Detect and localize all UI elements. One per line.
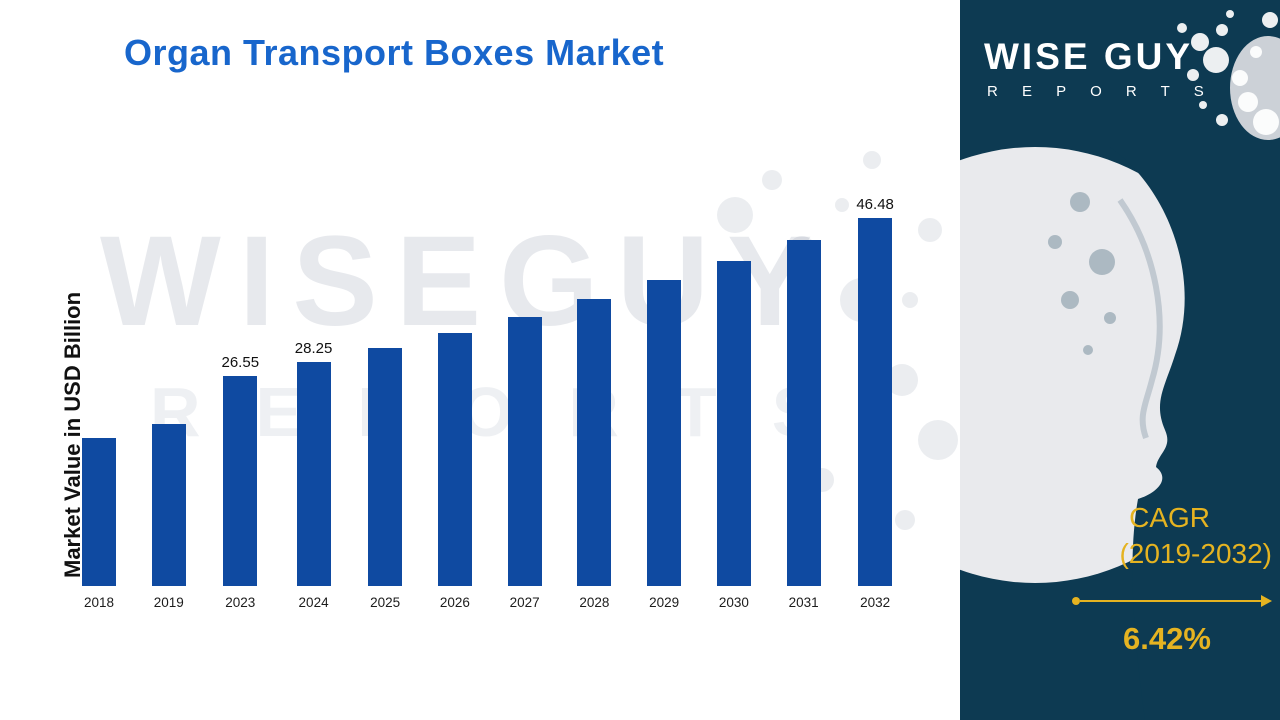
watermark-text-wiseguy: WISEGUY (100, 210, 831, 353)
x-axis-label: 2031 (788, 595, 819, 610)
bar (647, 280, 682, 586)
cagr-value: 6.42% (1123, 620, 1211, 656)
arrow-head-icon (1261, 594, 1272, 607)
cagr-arrow (1072, 594, 1272, 607)
x-axis-label: 2019 (153, 595, 184, 610)
cagr-label: CAGR (1129, 502, 1210, 533)
bar-group: 2031 (786, 240, 821, 610)
bar-value-label: 28.25 (294, 340, 333, 357)
bar (82, 438, 116, 586)
x-axis-label: 2030 (718, 595, 749, 610)
bar-group: 28.25 2024 (295, 340, 333, 610)
logo-subtitle: R E P O R T S (987, 83, 1214, 100)
x-axis-label: 2025 (370, 595, 401, 610)
cagr-block: CAGR (2019-2032) 6.42% (1062, 500, 1272, 657)
x-axis-label: 2023 (225, 595, 256, 610)
brand-sidebar: WISE GUY R E P O R T S CAGR (2019-2032) … (960, 0, 1280, 720)
sidebar-decoration (960, 10, 1280, 720)
x-axis-label: 2018 (83, 595, 115, 610)
bar (223, 376, 258, 586)
logo-wordmark: WISE GUY (984, 36, 1194, 77)
arrow-start-dot (1072, 596, 1080, 605)
bar (437, 333, 472, 586)
bar (368, 348, 403, 586)
bar-chart: 2018 2019 26.55 2023 28.25 2024 2025 2026 2027 20… (82, 185, 894, 610)
x-axis-label: 2032 (860, 595, 891, 610)
bar-group: 2028 (577, 299, 612, 610)
wiseguy-logo: WISE GUY R E P O R T S (984, 36, 1214, 100)
bar-value-label: 46.48 (856, 196, 894, 213)
bar-group: 46.48 2032 (856, 196, 894, 610)
bar-group: 2029 (647, 280, 682, 610)
bar-value-label: 26.55 (221, 354, 260, 371)
x-axis-label: 2028 (579, 595, 610, 610)
x-axis-label: 2026 (439, 595, 470, 610)
bar-group: 26.55 2023 (222, 354, 260, 610)
x-axis-label: 2024 (298, 595, 329, 610)
bar (151, 424, 186, 586)
bar-group: 2030 (716, 261, 751, 610)
bar-group: 2019 (151, 424, 186, 610)
bar-group: 2026 (437, 333, 472, 610)
x-axis-label: 2029 (649, 595, 680, 610)
bar (786, 240, 821, 586)
bar-group: 2027 (507, 317, 542, 610)
bar (716, 261, 751, 586)
bar (296, 362, 331, 586)
bar (858, 218, 893, 586)
bar-group: 2018 (82, 438, 116, 610)
x-axis-label: 2027 (509, 595, 540, 610)
cagr-range: (2019-2032) (1119, 538, 1272, 570)
bar (507, 317, 542, 586)
page-title: Organ Transport Boxes Market (124, 32, 665, 73)
arrow-line (1080, 599, 1261, 602)
bar (577, 299, 612, 586)
bar-group: 2025 (368, 348, 403, 610)
